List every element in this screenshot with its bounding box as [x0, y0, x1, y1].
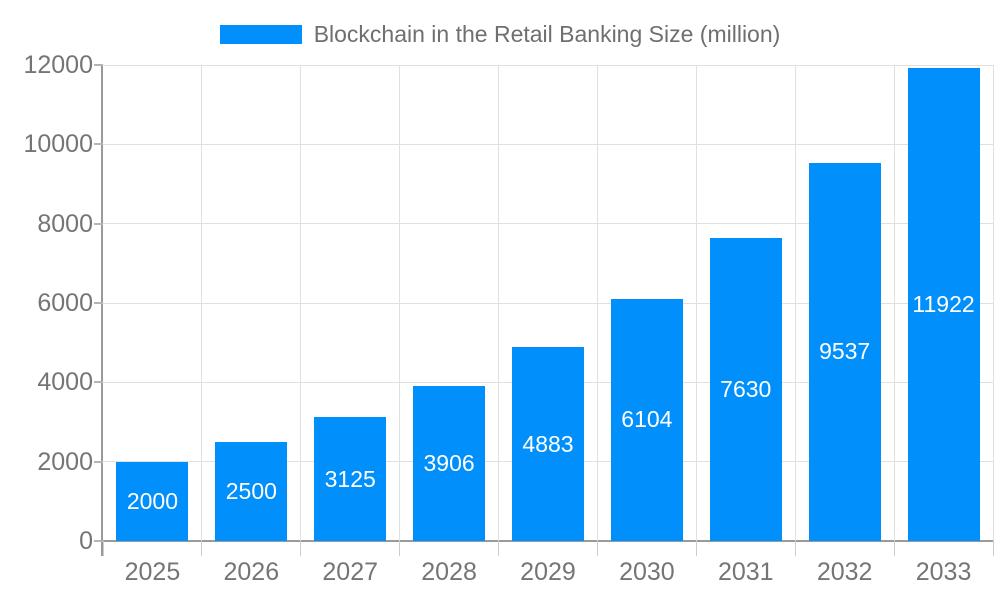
plot-area: 2000 2500 3125 3906 4883 6104 7630 9537 11922	[103, 64, 994, 541]
bar-2030[interactable]: 6104	[610, 298, 683, 541]
gridline-horizontal	[103, 143, 993, 145]
x-axis-tick	[102, 541, 104, 556]
x-axis-tick	[992, 541, 994, 556]
bar-value-label: 2000	[126, 487, 179, 514]
x-axis-label: 2025	[124, 558, 181, 586]
gridline-vertical	[596, 65, 598, 541]
x-axis-label: 2028	[421, 558, 477, 586]
legend-item[interactable]: Blockchain in the Retail Banking Size (m…	[0, 21, 1000, 47]
x-axis-line	[103, 540, 993, 542]
x-axis-tick	[794, 541, 796, 556]
gridline-horizontal	[103, 302, 993, 304]
bar-value-label: 4883	[522, 430, 574, 457]
y-axis-label: 4000	[37, 368, 93, 397]
bar-2028[interactable]: 3906	[413, 386, 486, 541]
x-axis-label: 2032	[816, 558, 873, 586]
y-axis-tick	[94, 540, 103, 542]
x-axis-label: 2027	[322, 558, 379, 586]
bar-2029[interactable]: 4883	[512, 347, 584, 541]
x-axis-tick	[893, 541, 895, 556]
bar-2032[interactable]: 9537	[808, 162, 881, 541]
bar-value-label: 3125	[324, 465, 376, 492]
y-axis-line	[101, 65, 103, 556]
bar-2027[interactable]: 3125	[314, 417, 387, 541]
y-axis-tick	[94, 302, 103, 304]
y-axis-tick	[94, 381, 103, 384]
gridline-vertical	[498, 65, 500, 541]
y-axis-label: 6000	[37, 289, 93, 317]
gridline-vertical	[399, 65, 401, 541]
y-axis-label: 8000	[37, 209, 93, 238]
gridline-vertical	[201, 65, 203, 541]
x-axis-tick	[399, 541, 401, 556]
gridline-horizontal	[103, 64, 993, 66]
bar-2026[interactable]: 2500	[215, 441, 288, 541]
bar-value-label: 11922	[912, 291, 975, 318]
x-axis-label: 2029	[520, 558, 576, 586]
bar-value-label: 7630	[720, 376, 772, 403]
x-axis-tick	[596, 541, 598, 556]
gridline-horizontal	[103, 223, 993, 225]
x-axis-tick	[300, 541, 302, 556]
x-axis-tick	[498, 541, 500, 556]
bar-2033[interactable]: 11922	[907, 68, 980, 541]
y-axis-tick	[94, 222, 103, 225]
y-axis-label: 12000	[23, 51, 93, 79]
gridline-vertical	[300, 65, 302, 541]
x-axis-label: 2031	[717, 558, 774, 586]
bar-2025[interactable]: 2000	[116, 461, 189, 541]
bar-value-label: 3906	[423, 450, 475, 477]
gridline-vertical	[794, 65, 796, 541]
gridline-vertical	[992, 65, 994, 541]
y-axis-label: 2000	[37, 447, 93, 476]
x-axis-label: 2033	[915, 558, 972, 586]
bar-value-label: 6104	[621, 406, 673, 433]
bar-value-label: 2500	[225, 477, 277, 504]
bar-2031[interactable]: 7630	[709, 238, 782, 541]
y-axis-tick	[94, 460, 103, 463]
x-axis-label: 2026	[223, 558, 280, 586]
x-axis-tick	[695, 541, 697, 556]
gridline-vertical	[893, 65, 895, 541]
y-axis-label: 10000	[23, 130, 93, 159]
gridline-vertical	[695, 65, 697, 541]
legend-swatch	[219, 24, 302, 44]
legend-label: Blockchain in the Retail Banking Size (m…	[313, 21, 781, 47]
x-axis-tick	[201, 541, 203, 556]
bar-value-label: 9537	[819, 338, 871, 365]
y-axis-tick	[94, 143, 103, 146]
y-axis-label: 0	[79, 527, 93, 555]
x-axis-label: 2030	[619, 558, 675, 586]
y-axis-tick	[94, 64, 103, 66]
